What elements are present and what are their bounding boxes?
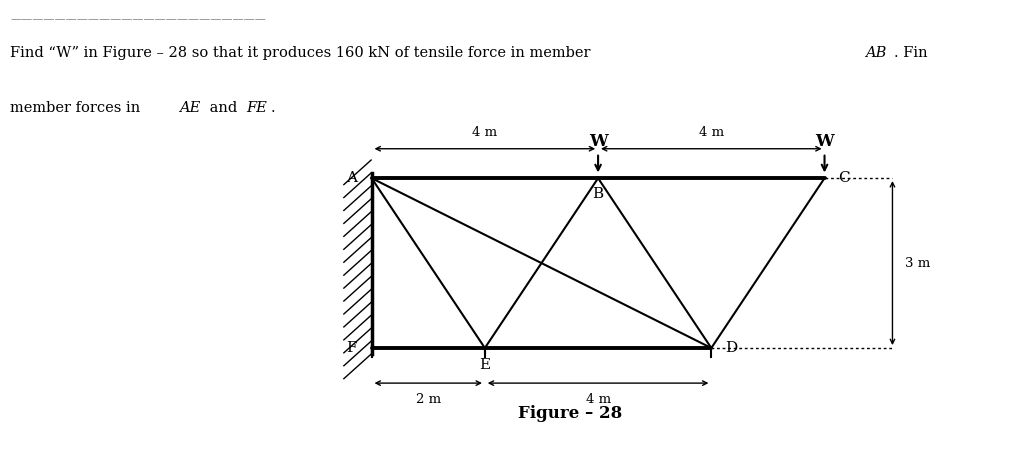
Text: 3 m: 3 m (905, 257, 930, 270)
Text: C: C (839, 171, 850, 185)
Text: 4 m: 4 m (698, 125, 724, 139)
Text: FE: FE (246, 101, 266, 115)
Text: Figure – 28: Figure – 28 (518, 405, 622, 422)
Text: 4 m: 4 m (472, 125, 498, 139)
Text: ———————————————————————: ——————————————————————— (10, 14, 266, 24)
Text: A: A (346, 171, 357, 185)
Text: D: D (725, 341, 737, 355)
Text: Find “W” in Figure – 28 so that it produces 160 kN of tensile force in member: Find “W” in Figure – 28 so that it produ… (10, 46, 595, 60)
Text: 2 m: 2 m (416, 393, 440, 406)
Text: and: and (205, 101, 242, 115)
Text: .: . (270, 101, 275, 115)
Text: AE: AE (179, 101, 201, 115)
Text: AB: AB (865, 46, 887, 60)
Text: B: B (593, 187, 603, 201)
Text: W: W (815, 133, 834, 150)
Text: member forces in: member forces in (10, 101, 145, 115)
Text: . Fin: . Fin (894, 46, 928, 60)
Text: 4 m: 4 m (586, 393, 610, 406)
Text: F: F (346, 341, 357, 355)
Text: W: W (589, 133, 607, 150)
Text: E: E (479, 358, 490, 372)
